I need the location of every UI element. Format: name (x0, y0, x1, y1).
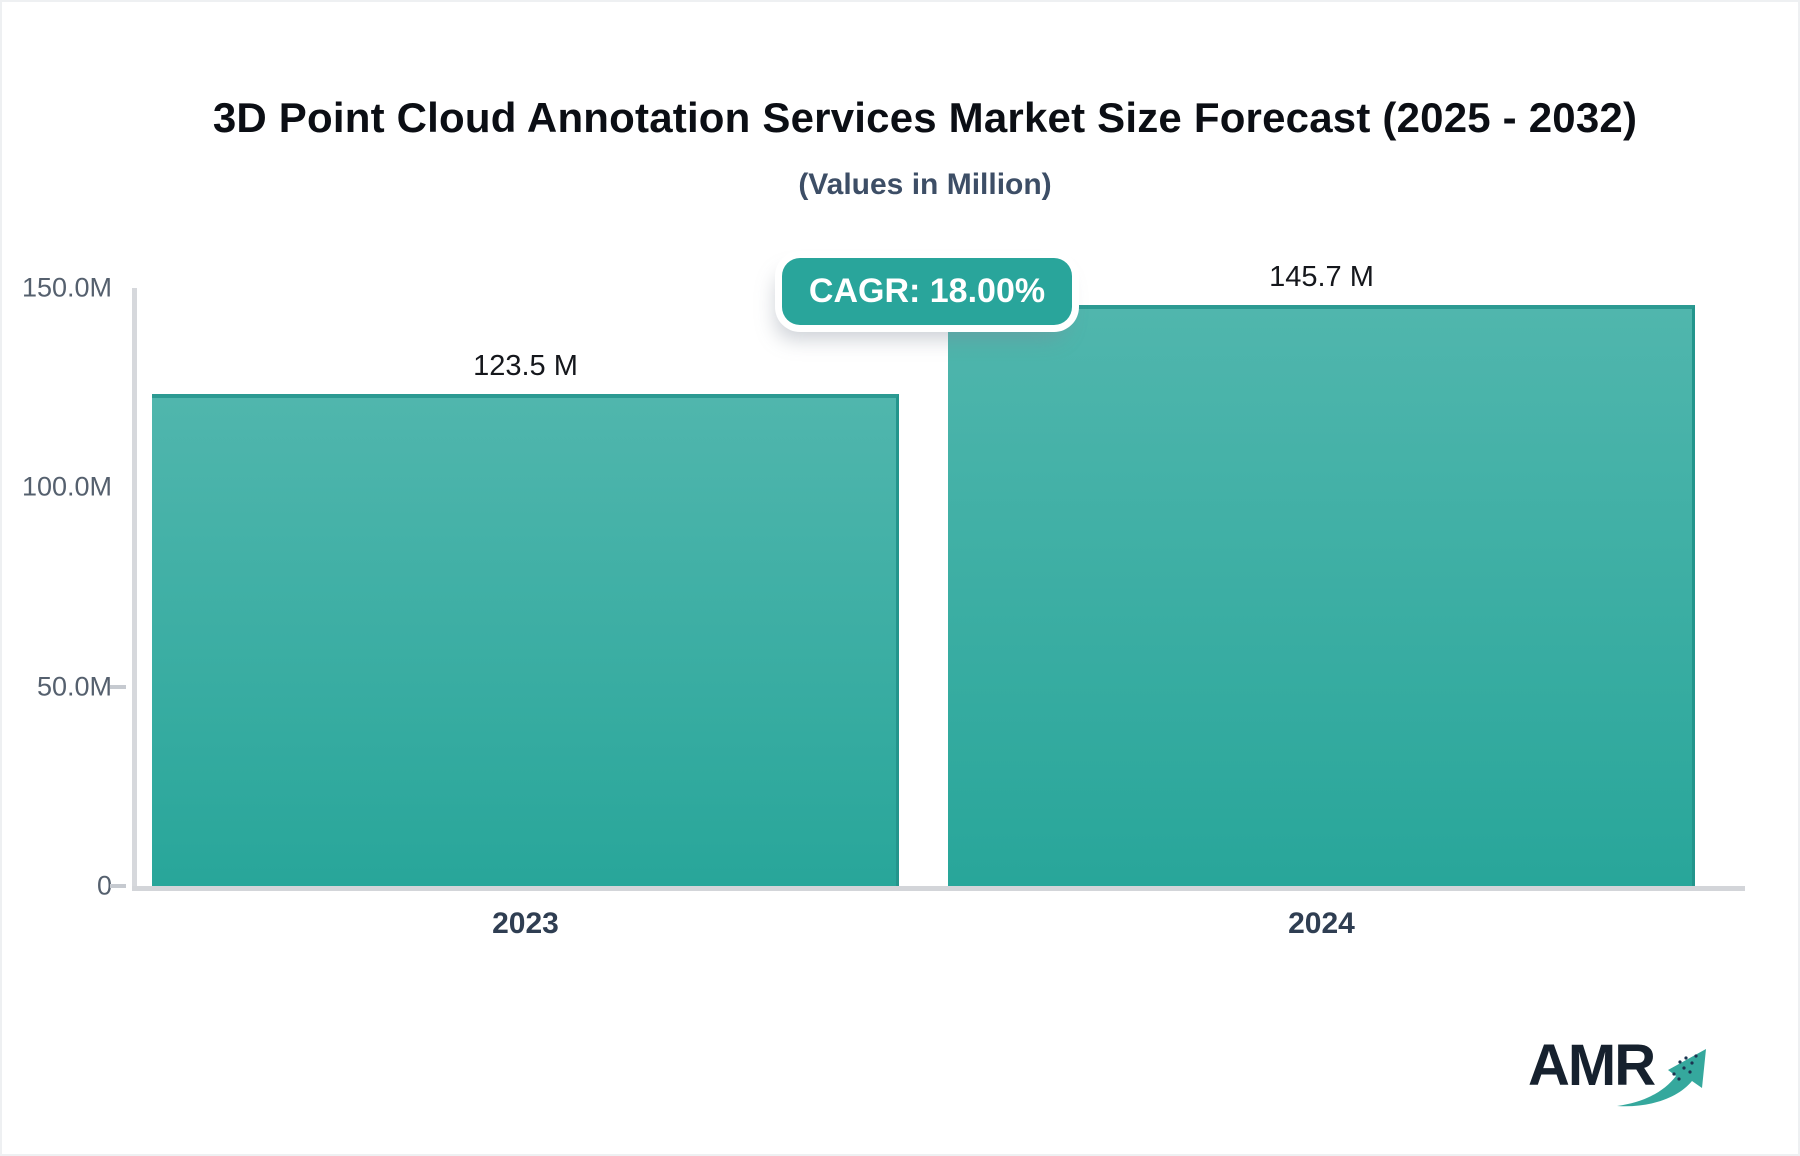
x-tick-label: 2024 (1288, 907, 1355, 940)
amr-logo: AMR (1528, 1032, 1758, 1122)
y-tick-mark (110, 884, 126, 888)
y-tick-label: 50.0M (36, 671, 112, 702)
y-axis-line (132, 288, 137, 888)
amr-logo-text: AMR (1528, 1033, 1656, 1098)
bar-value-label: 123.5 M (473, 349, 578, 382)
growth-arrow-icon (1617, 1049, 1706, 1107)
x-axis-line (132, 886, 1745, 891)
y-tick-label: 150.0M (21, 272, 112, 303)
bar-value-label: 145.7 M (1269, 261, 1374, 294)
chart-title: 3D Point Cloud Annotation Services Marke… (212, 94, 1638, 141)
bar-2024 (948, 305, 1695, 886)
y-tick-mark (110, 684, 126, 689)
x-tick-label: 2023 (492, 907, 559, 940)
y-tick-label: 100.0M (21, 471, 112, 502)
cagr-badge-label: CAGR: 18.00% (808, 272, 1046, 310)
chart-subtitle: (Values in Million) (798, 168, 1052, 201)
bar-2023 (152, 393, 899, 886)
cagr-badge: CAGR: 18.00% (782, 258, 1072, 325)
y-tick-label: 0 (96, 870, 112, 901)
